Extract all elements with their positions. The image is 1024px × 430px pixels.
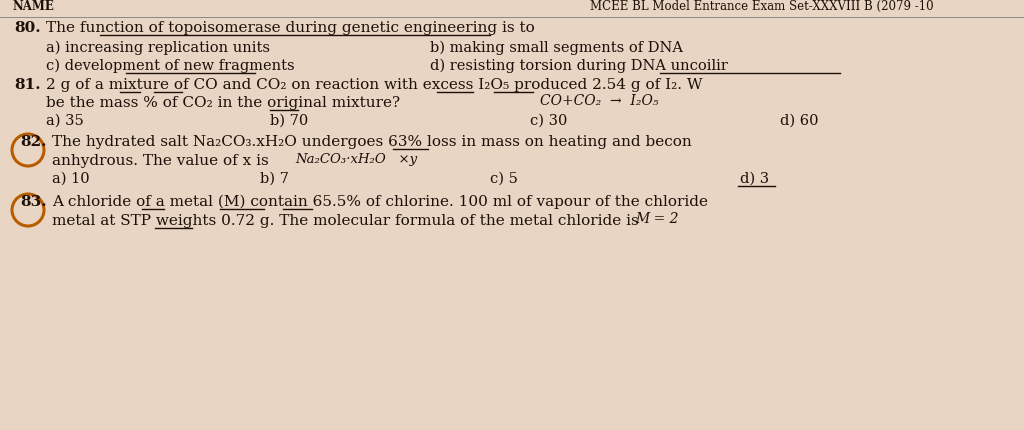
Text: c) development of new fragments: c) development of new fragments (46, 58, 295, 73)
Text: metal at STP weights 0.72 g. The molecular formula of the metal chloride is: metal at STP weights 0.72 g. The molecul… (52, 214, 639, 228)
Text: a) 10: a) 10 (52, 172, 90, 186)
Text: The hydrated salt Na₂CO₃.xH₂O undergoes 63% loss in mass on heating and becon: The hydrated salt Na₂CO₃.xH₂O undergoes … (52, 135, 692, 149)
Text: 81.: 81. (14, 78, 41, 92)
Text: The function of topoisomerase during genetic engineering is to: The function of topoisomerase during gen… (46, 21, 535, 35)
Text: b) making small segments of DNA: b) making small segments of DNA (430, 40, 683, 55)
Text: a) 35: a) 35 (46, 114, 84, 128)
Text: b) 7: b) 7 (260, 172, 289, 186)
Text: Na₂CO₃·xH₂O   ×y: Na₂CO₃·xH₂O ×y (295, 153, 417, 166)
Text: 82.: 82. (20, 135, 46, 149)
Text: 2 g of a mixture of CO and CO₂ on reaction with excess I₂O₅ produced 2.54 g of I: 2 g of a mixture of CO and CO₂ on reacti… (46, 78, 702, 92)
Text: c) 30: c) 30 (530, 114, 567, 128)
Text: 83.: 83. (20, 195, 47, 209)
Text: A chloride of a metal (M) contain 65.5% of chlorine. 100 ml of vapour of the chl: A chloride of a metal (M) contain 65.5% … (52, 195, 708, 209)
Text: c) 5: c) 5 (490, 172, 518, 186)
Text: d) 3: d) 3 (740, 172, 769, 186)
Text: anhydrous. The value of x is: anhydrous. The value of x is (52, 154, 268, 168)
Text: d) resisting torsion during DNA uncoilir: d) resisting torsion during DNA uncoilir (430, 58, 728, 73)
Text: be the mass % of CO₂ in the original mixture?: be the mass % of CO₂ in the original mix… (46, 96, 400, 110)
Text: d) 60: d) 60 (780, 114, 818, 128)
Text: MCEE BL Model Entrance Exam Set-XXXVIII B (2079 -10: MCEE BL Model Entrance Exam Set-XXXVIII … (590, 0, 934, 13)
Text: CO+CO₂  →  I₂O₅: CO+CO₂ → I₂O₅ (540, 94, 658, 108)
Text: 80.: 80. (14, 21, 41, 35)
Text: M = 2: M = 2 (635, 212, 679, 226)
Text: a) increasing replication units: a) increasing replication units (46, 40, 270, 55)
Text: b) 70: b) 70 (270, 114, 308, 128)
Text: NAME: NAME (12, 0, 54, 13)
